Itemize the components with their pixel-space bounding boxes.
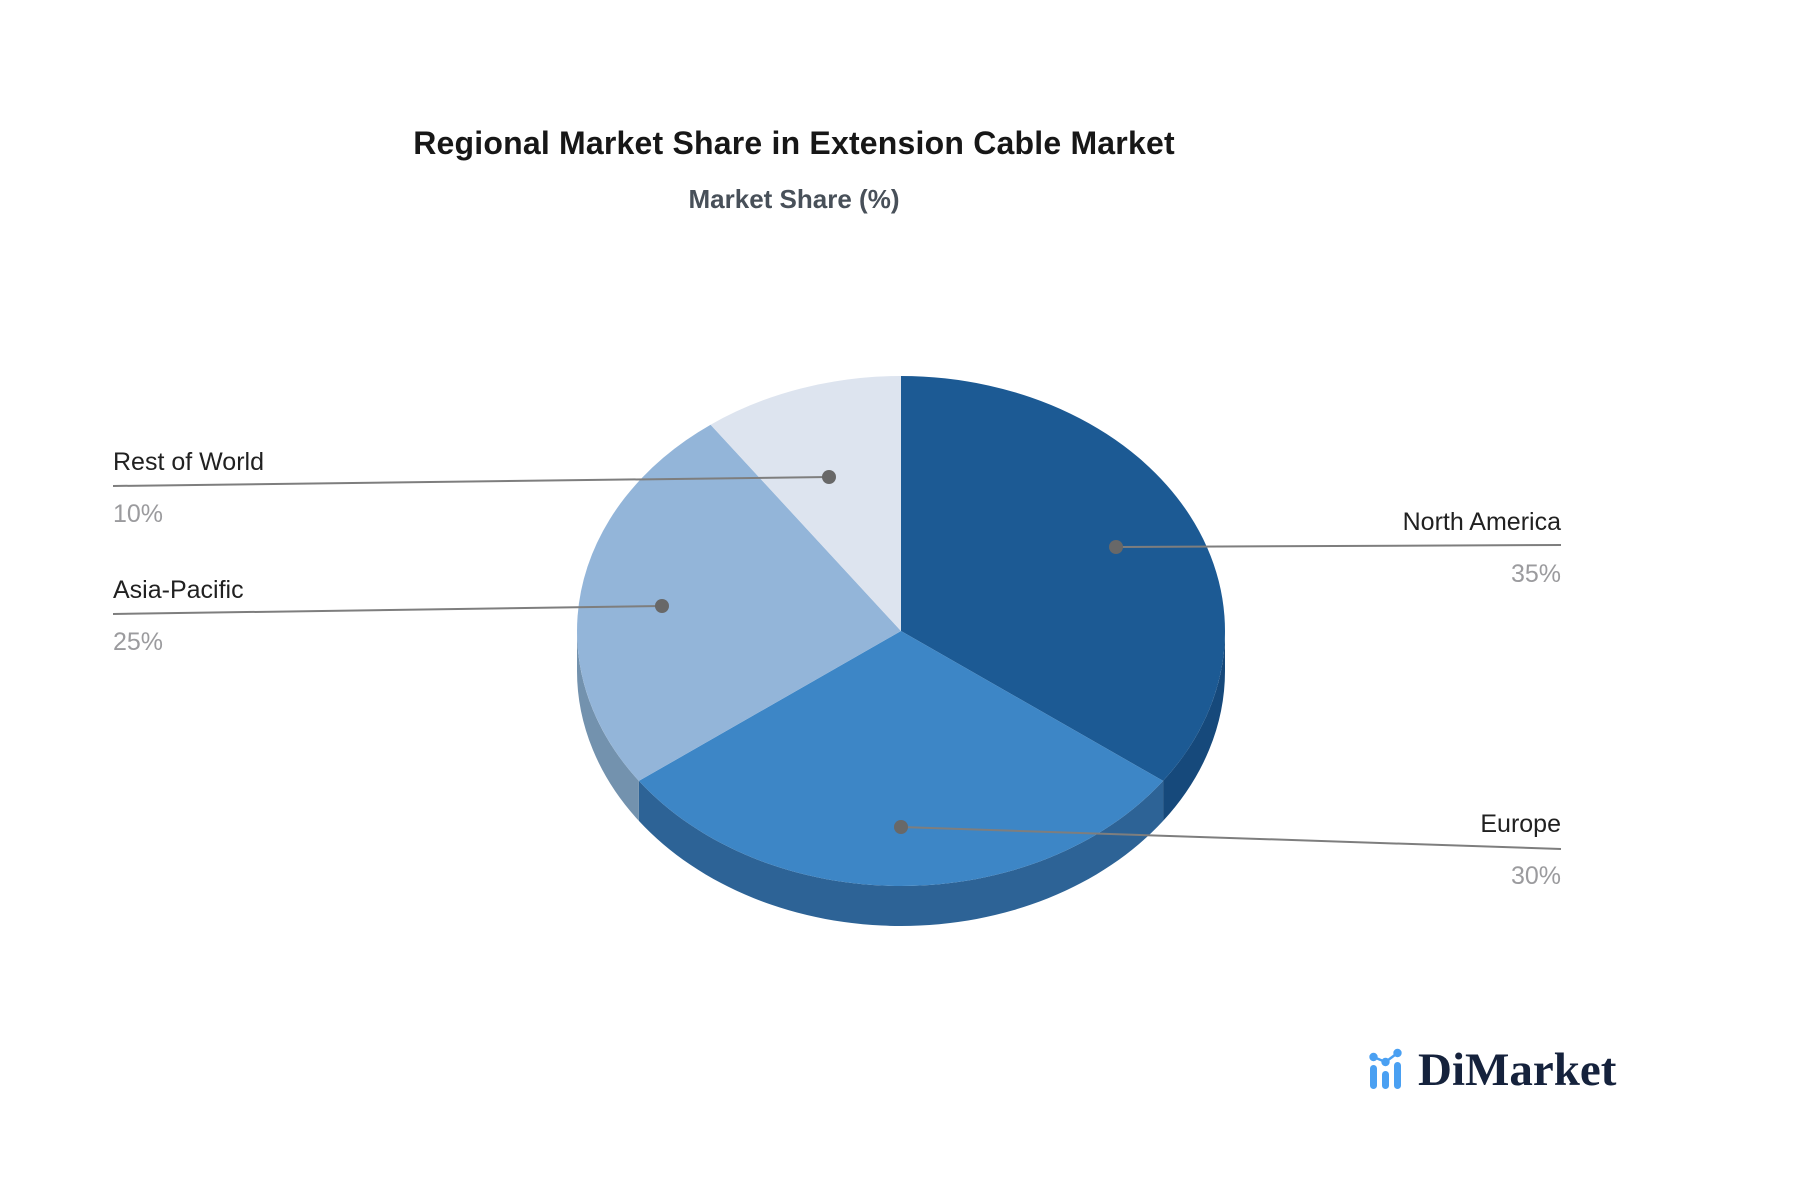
leader-dot-north-america [1109,540,1123,554]
callout-north-america: North America 35% [1403,507,1561,589]
pie-rim-asia-pacific [577,631,639,821]
brand-logo-text: DiMarket [1418,1044,1617,1096]
pie-slice-europe [638,631,1164,886]
pie-slice-north-america [901,376,1225,781]
pie-rim-europe [638,780,1164,926]
callout-asia-pacific-value: 25% [113,628,164,656]
leader-line-asia-pacific [112,605,663,615]
pie-slice-asia-pacific [577,424,901,781]
callout-rest-of-world: Rest of World 10% [113,447,264,529]
chart-subtitle: Market Share (%) [688,184,900,214]
callout-europe: Europe 30% [1480,809,1561,891]
callout-europe-value: 30% [1510,862,1561,890]
leader-line-north-america [1115,544,1562,548]
callout-rest-of-world-value: 10% [113,500,164,528]
leader-line-rest-of-world [112,476,830,487]
pie-slice-rest-of-world [710,376,901,631]
bar-chart-trend-icon [1369,1048,1402,1089]
leader-dot-rest-of-world [822,470,836,484]
pie-rim-north-america [1163,631,1225,821]
callout-asia-pacific-label: Asia-Pacific [113,576,244,604]
callout-asia-pacific: Asia-Pacific 25% [113,575,244,657]
callout-europe-label: Europe [1480,810,1561,838]
callout-rest-of-world-label: Rest of World [113,448,264,476]
leader-dot-europe [894,820,908,834]
callout-north-america-label: North America [1402,508,1561,536]
leader-dot-asia-pacific [655,599,669,613]
chart-title: Regional Market Share in Extension Cable… [413,125,1175,161]
callout-north-america-value: 35% [1510,560,1561,588]
leader-line-europe [900,826,1562,850]
